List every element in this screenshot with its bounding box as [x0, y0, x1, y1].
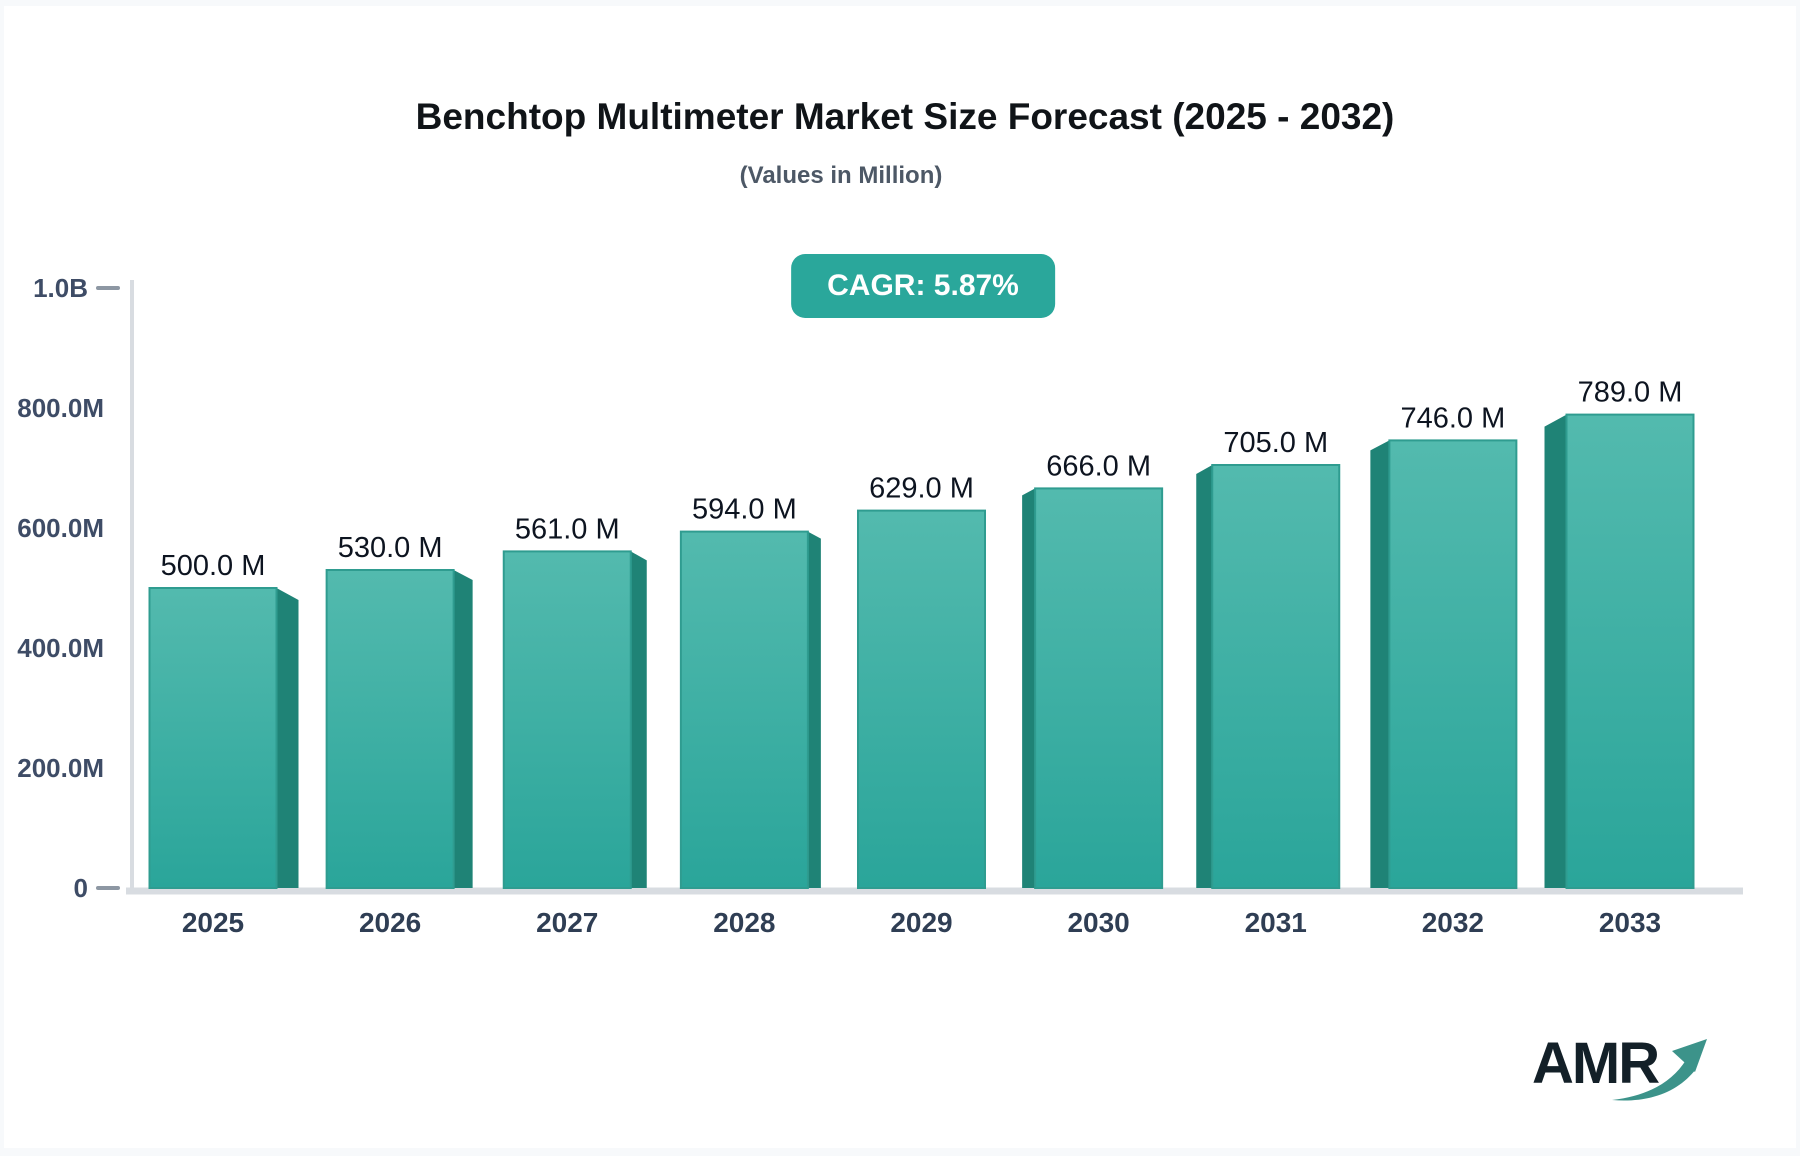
y-axis-label: 400.0M [17, 633, 104, 663]
bar-2028 [679, 530, 809, 889]
bar-value-label: 705.0 M [1223, 427, 1328, 459]
bar-value-label: 666.0 M [1046, 450, 1151, 482]
x-axis-label: 2027 [536, 907, 598, 938]
x-axis-label: 2025 [182, 907, 244, 938]
bar-value-label: 746.0 M [1400, 402, 1505, 434]
bar-side-2032 [1370, 440, 1390, 888]
bar-value-label: 629.0 M [869, 473, 974, 505]
x-axis-label: 2029 [890, 907, 952, 938]
bar-2026 [325, 569, 455, 889]
bar-2030 [1034, 487, 1164, 889]
growth-arrow-icon [1612, 1039, 1707, 1101]
bar-2033 [1565, 413, 1695, 889]
bar-side-2030 [1022, 488, 1036, 888]
bar-side-2027 [630, 551, 647, 888]
x-axis-label: 2030 [1067, 907, 1129, 938]
bar-2025 [148, 587, 278, 889]
bar-2031 [1211, 464, 1341, 889]
page-title: Benchtop Multimeter Market Size Forecast… [415, 96, 1395, 137]
y-axis-label: 800.0M [17, 393, 104, 423]
bar-2029 [857, 509, 986, 889]
amr-logo: AMR [1532, 1030, 1732, 1110]
x-axis-label: 2028 [713, 907, 775, 938]
y-axis-label: 1.0B [33, 273, 88, 303]
bar-side-2033 [1544, 414, 1567, 888]
x-axis-label: 2032 [1422, 907, 1484, 938]
bar-value-label: 530.0 M [338, 532, 443, 564]
y-axis-label: 600.0M [17, 513, 104, 543]
x-axis-label: 2031 [1245, 907, 1307, 938]
page-subtitle: (Values in Million) [739, 162, 943, 189]
x-axis-label: 2026 [359, 907, 421, 938]
bar-2027 [502, 550, 632, 890]
bar-side-2028 [807, 531, 821, 888]
bar-value-label: 561.0 M [515, 513, 620, 545]
bar-side-2025 [276, 588, 299, 888]
y-axis-label: 0 [74, 873, 88, 903]
bar-side-2026 [453, 570, 473, 888]
bar-value-label: 594.0 M [692, 494, 797, 526]
bar-2032 [1388, 439, 1518, 889]
y-axis-label: 200.0M [17, 753, 104, 783]
amr-logo-text: AMR [1532, 1031, 1660, 1096]
bar-value-label: 500.0 M [161, 550, 266, 582]
x-axis-label: 2033 [1599, 907, 1661, 938]
cagr-badge: CAGR: 5.87% [791, 254, 1055, 318]
bar-value-label: 789.0 M [1578, 377, 1683, 409]
bar-side-2031 [1196, 465, 1213, 888]
